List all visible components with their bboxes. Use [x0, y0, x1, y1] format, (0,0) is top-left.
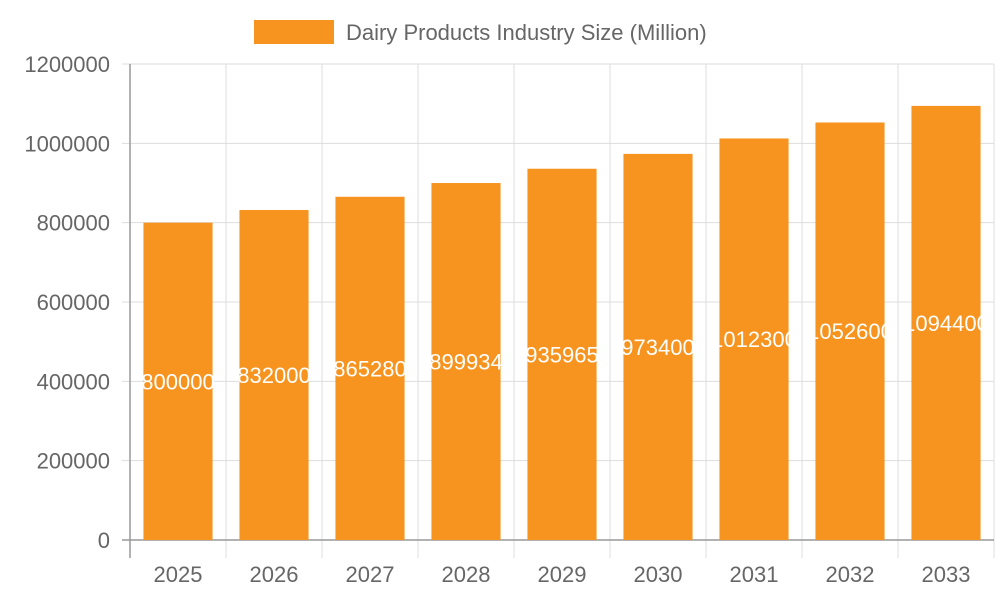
- data-label: 1052600: [807, 319, 893, 344]
- data-label: 865280: [333, 356, 406, 381]
- bar: [239, 209, 309, 540]
- x-tick-label: 2025: [154, 562, 203, 587]
- x-tick-label: 2029: [538, 562, 587, 587]
- y-tick-label: 200000: [37, 449, 110, 474]
- y-tick-label: 1000000: [24, 131, 110, 156]
- bar: [815, 122, 885, 541]
- y-tick-label: 1200000: [24, 52, 110, 77]
- data-label: 973400: [621, 335, 694, 360]
- data-label: 935965: [525, 342, 598, 367]
- data-label: 800000: [141, 369, 214, 394]
- x-tick-label: 2026: [250, 562, 299, 587]
- bar: [527, 168, 597, 540]
- y-tick-label: 0: [98, 528, 110, 553]
- y-tick-label: 400000: [37, 369, 110, 394]
- x-tick-label: 2033: [922, 562, 971, 587]
- legend-swatch: [254, 20, 334, 44]
- x-tick-label: 2031: [730, 562, 779, 587]
- data-label: 1094400: [903, 311, 989, 336]
- x-tick-label: 2030: [634, 562, 683, 587]
- data-label: 899934: [429, 350, 502, 375]
- bar: [431, 183, 501, 540]
- bar: [335, 196, 405, 540]
- bar: [719, 138, 789, 540]
- x-tick-label: 2027: [346, 562, 395, 587]
- data-label: 1012300: [711, 327, 797, 352]
- x-tick-label: 2032: [826, 562, 875, 587]
- y-tick-label: 800000: [37, 211, 110, 236]
- y-tick-label: 600000: [37, 290, 110, 315]
- bar: [623, 153, 693, 540]
- bar: [911, 105, 981, 540]
- legend-label: Dairy Products Industry Size (Million): [346, 20, 707, 45]
- data-label: 832000: [237, 363, 310, 388]
- bar: [143, 222, 213, 540]
- x-tick-label: 2028: [442, 562, 491, 587]
